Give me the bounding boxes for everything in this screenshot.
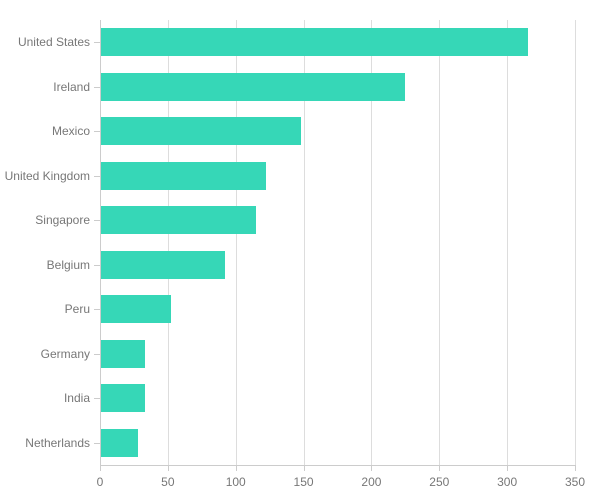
x-tick-mark (168, 465, 169, 471)
y-tick-mark (94, 354, 100, 355)
plot-area (100, 20, 575, 465)
x-gridline (575, 20, 576, 465)
bar (100, 340, 145, 368)
bar (100, 251, 225, 279)
y-tick-mark (94, 265, 100, 266)
y-tick-mark (94, 443, 100, 444)
bar (100, 28, 528, 56)
x-tick-mark (236, 465, 237, 471)
y-tick-label: Germany (41, 347, 90, 361)
x-tick-mark (507, 465, 508, 471)
y-tick-label: India (64, 391, 90, 405)
y-tick-label: Mexico (52, 124, 90, 138)
x-tick-mark (575, 465, 576, 471)
y-tick-label: Netherlands (25, 436, 90, 450)
bar (100, 206, 256, 234)
y-tick-label: United Kingdom (5, 169, 90, 183)
y-tick-mark (94, 87, 100, 88)
x-axis-line (100, 465, 575, 466)
bar (100, 162, 266, 190)
y-tick-mark (94, 176, 100, 177)
x-tick-label: 350 (565, 475, 585, 489)
x-tick-label: 250 (429, 475, 449, 489)
x-tick-label: 150 (294, 475, 314, 489)
bar (100, 117, 301, 145)
y-tick-mark (94, 309, 100, 310)
x-gridline (439, 20, 440, 465)
x-tick-label: 0 (97, 475, 104, 489)
y-tick-label: Ireland (53, 80, 90, 94)
x-tick-mark (100, 465, 101, 471)
y-tick-mark (94, 220, 100, 221)
y-tick-mark (94, 42, 100, 43)
y-tick-label: Singapore (35, 213, 90, 227)
x-tick-label: 50 (161, 475, 174, 489)
x-tick-label: 300 (497, 475, 517, 489)
bar (100, 295, 171, 323)
x-tick-label: 100 (226, 475, 246, 489)
horizontal-bar-chart: United States Ireland Mexico United Kingdom… (0, 0, 600, 500)
x-tick-mark (439, 465, 440, 471)
x-gridline (507, 20, 508, 465)
bar (100, 384, 145, 412)
bar (100, 73, 405, 101)
y-tick-label: Belgium (47, 258, 90, 272)
x-tick-mark (371, 465, 372, 471)
y-tick-mark (94, 398, 100, 399)
x-tick-label: 200 (361, 475, 381, 489)
y-tick-label: Peru (65, 302, 90, 316)
x-tick-mark (304, 465, 305, 471)
y-tick-mark (94, 131, 100, 132)
bar (100, 429, 138, 457)
y-tick-label: United States (18, 35, 90, 49)
y-axis-line (100, 20, 101, 465)
